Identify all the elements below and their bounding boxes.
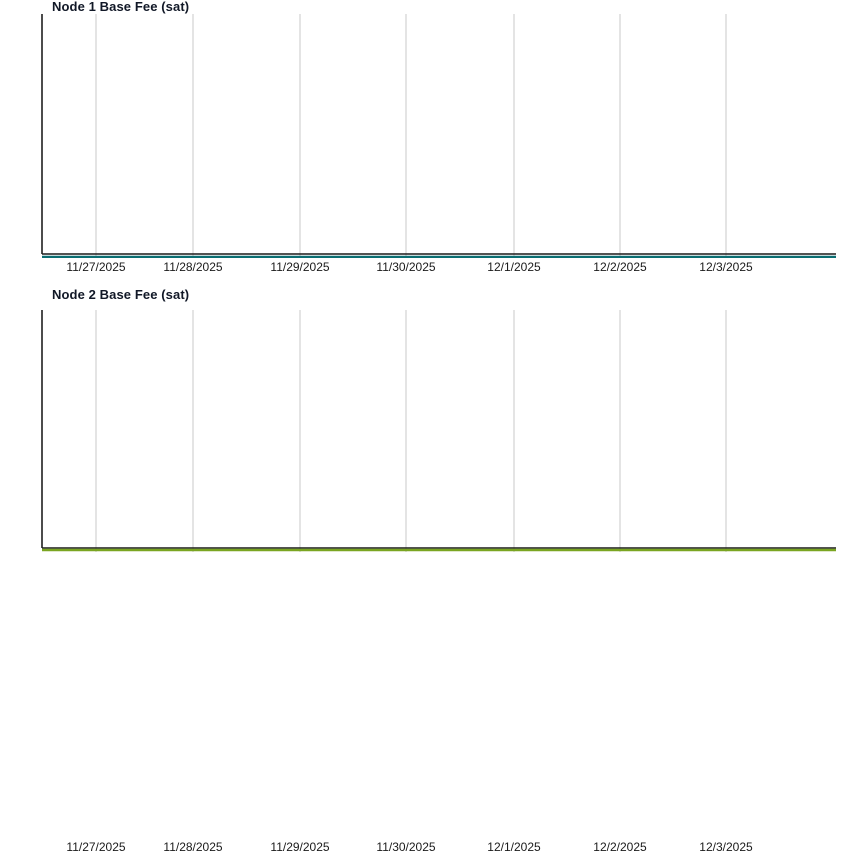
x-axis-tick-labels-node-2: 11/27/2025 11/28/2025 11/29/2025 11/30/2… (0, 840, 860, 860)
x-tick-label: 12/3/2025 (699, 840, 753, 854)
chart-title-node-2: Node 2 Base Fee (sat) (52, 287, 190, 302)
x-tick-label: 11/27/2025 (66, 260, 126, 274)
gridlines-node-1 (95, 14, 727, 258)
plot-area-node-1 (0, 14, 860, 258)
x-tick-label: 11/29/2025 (270, 260, 330, 274)
x-tick-label: 12/1/2025 (487, 840, 541, 854)
gridlines-node-2 (95, 310, 727, 552)
x-tick-label: 11/28/2025 (163, 260, 223, 274)
plot-svg-node-1 (41, 14, 836, 258)
x-tick-label: 12/2/2025 (593, 840, 647, 854)
x-tick-label: 12/1/2025 (487, 260, 541, 274)
plot-area-node-2 (0, 310, 860, 552)
chart-title-node-1: Node 1 Base Fee (sat) (52, 0, 190, 14)
x-tick-label: 12/3/2025 (699, 260, 753, 274)
chart-panel-node-1: Node 1 Base Fee (sat) 11/27/2025 11 (0, 0, 860, 288)
chart-panel-node-2: Node 2 Base Fee (sat) 11/27/2025 11 (0, 287, 860, 854)
x-tick-label: 11/30/2025 (376, 260, 436, 274)
x-tick-label: 11/27/2025 (66, 840, 126, 854)
plot-svg-node-2 (41, 310, 836, 552)
x-tick-label: 11/29/2025 (270, 840, 330, 854)
x-tick-label: 11/28/2025 (163, 840, 223, 854)
x-tick-label: 11/30/2025 (376, 840, 436, 854)
x-tick-label: 12/2/2025 (593, 260, 647, 274)
x-axis-tick-labels-node-1: 11/27/2025 11/28/2025 11/29/2025 11/30/2… (0, 260, 860, 280)
